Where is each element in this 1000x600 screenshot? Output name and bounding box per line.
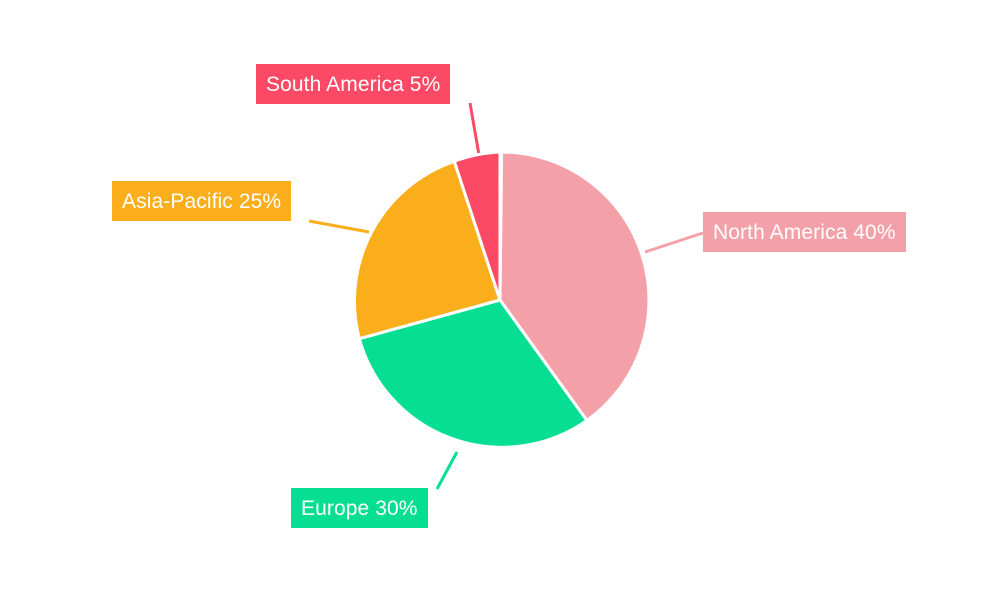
pie-slice-europe[interactable] [357, 298, 589, 449]
pie-slice-asia-pacific[interactable] [352, 159, 502, 341]
pie-label-north-america[interactable]: North America 40% [703, 212, 906, 252]
pie-label-south-america[interactable]: South America 5% [256, 64, 451, 104]
leader-lines [308, 102, 707, 490]
leader-line-europe [435, 451, 459, 490]
pie-slice-north-america[interactable] [498, 150, 651, 422]
leader-line-south-america [468, 102, 481, 156]
pie-slices [352, 150, 651, 449]
leader-line-asia-pacific [308, 219, 370, 234]
leader-line-north-america [644, 230, 707, 254]
pie-label-asia-pacific[interactable]: Asia-Pacific 25% [112, 181, 292, 221]
pie-slice-south-america[interactable] [452, 150, 502, 302]
pie-label-europe[interactable]: Europe 30% [291, 488, 428, 528]
